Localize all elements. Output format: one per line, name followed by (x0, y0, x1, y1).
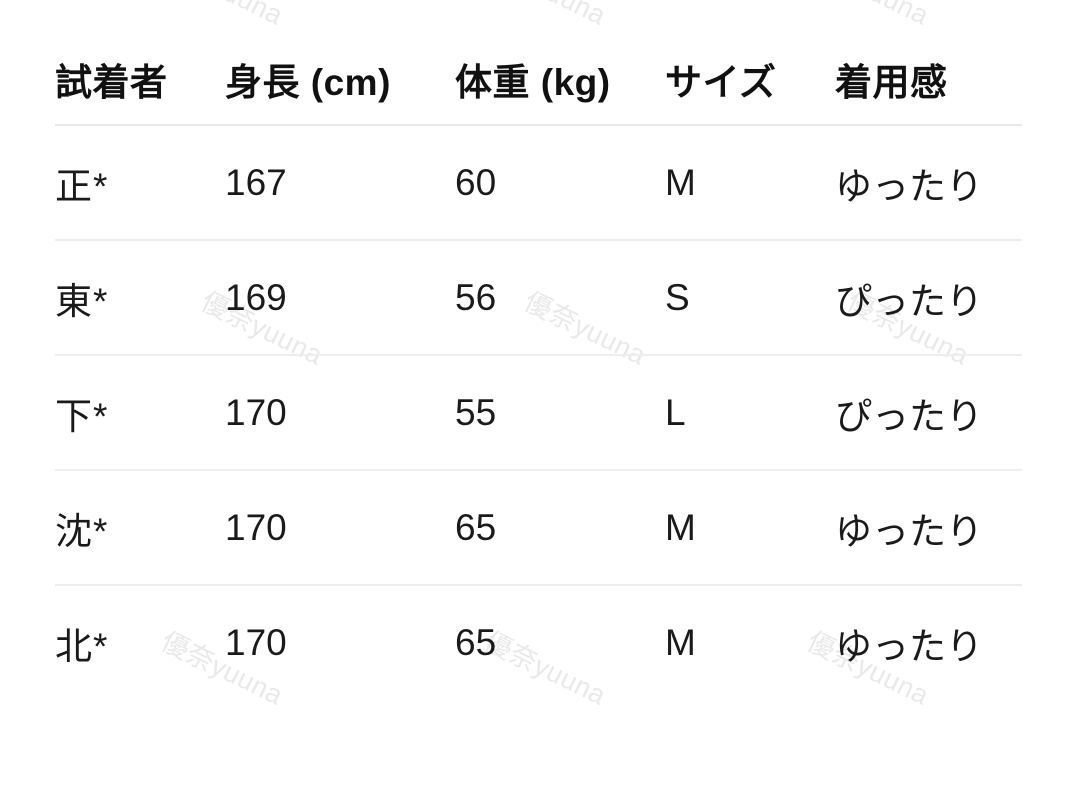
table-header: 試着者 身長 (cm) 体重 (kg) サイズ 着用感 (55, 46, 1022, 125)
cell-reviewer: 正* (55, 165, 109, 207)
column-header-fit: 着用感 (835, 62, 948, 103)
cell-size: M (665, 621, 696, 663)
table-row: 東* 169 56 S ぴったり (55, 240, 1022, 355)
cell-height: 167 (225, 161, 287, 203)
cell-reviewer: 沈* (55, 510, 109, 552)
cell-fit: ゆったり (835, 510, 983, 552)
cell-fit: ぴったり (835, 280, 983, 322)
column-header-weight: 体重 (kg) (455, 62, 611, 103)
cell-reviewer: 北* (55, 625, 109, 667)
cell-weight: 65 (455, 506, 497, 548)
cell-weight: 56 (455, 276, 497, 318)
cell-size: S (665, 276, 690, 318)
cell-weight: 60 (455, 161, 497, 203)
cell-weight: 65 (455, 621, 497, 663)
table-header-row: 試着者 身長 (cm) 体重 (kg) サイズ 着用感 (55, 46, 1022, 125)
column-header-reviewer: 試着者 (55, 62, 168, 103)
cell-reviewer: 下* (55, 395, 109, 437)
table-row: 下* 170 55 L ぴったり (55, 355, 1022, 470)
table-body: 正* 167 60 M ゆったり 東* 169 56 S ぴったり 下* 170… (55, 125, 1022, 699)
cell-height: 170 (225, 506, 287, 548)
fit-table: 試着者 身長 (cm) 体重 (kg) サイズ 着用感 正* 167 60 M … (55, 46, 1022, 699)
cell-height: 170 (225, 391, 287, 433)
cell-size: M (665, 506, 696, 548)
cell-fit: ぴったり (835, 395, 983, 437)
cell-size: M (665, 161, 696, 203)
cell-fit: ゆったり (835, 165, 983, 207)
table-row: 沈* 170 65 M ゆったり (55, 470, 1022, 585)
cell-height: 170 (225, 621, 287, 663)
cell-fit: ゆったり (835, 625, 983, 667)
cell-size: L (665, 391, 686, 433)
cell-weight: 55 (455, 391, 497, 433)
table-row: 正* 167 60 M ゆったり (55, 125, 1022, 240)
cell-height: 169 (225, 276, 287, 318)
column-header-height: 身長 (cm) (225, 62, 391, 103)
table-row: 北* 170 65 M ゆったり (55, 585, 1022, 699)
column-header-size: サイズ (665, 62, 777, 103)
cell-reviewer: 東* (55, 280, 109, 322)
